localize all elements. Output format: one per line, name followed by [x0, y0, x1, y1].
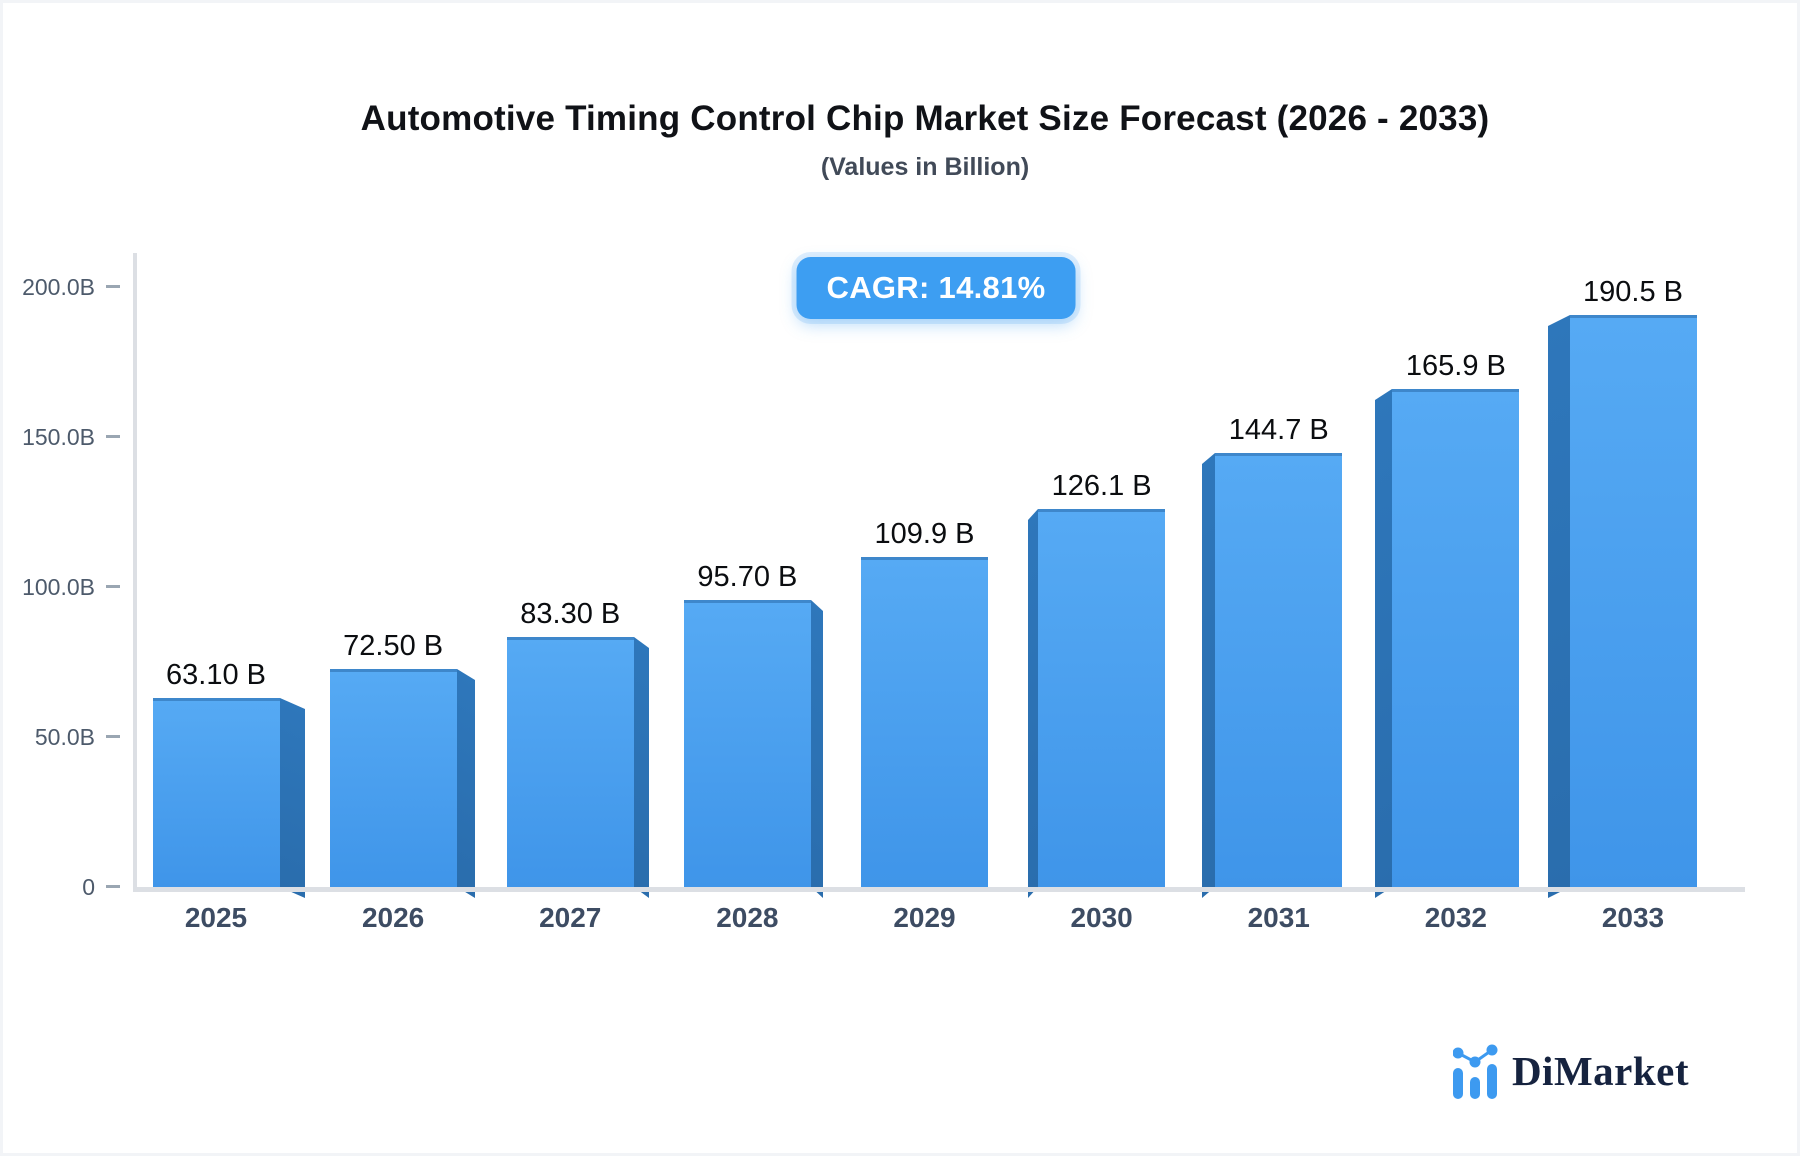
x-axis-label-2032: 2032: [1424, 902, 1488, 933]
x-axis-label-2025: 2025: [184, 902, 248, 933]
bar-2029: [861, 557, 988, 887]
bar-2033: [1570, 315, 1697, 887]
brand-name: DiMarket: [1511, 1048, 1689, 1094]
y-tick-mark: [106, 435, 120, 438]
brand-logo: DiMarket: [1452, 1043, 1689, 1099]
bar-2027: [507, 637, 634, 887]
bar-side-2030: [1028, 509, 1038, 898]
bar-2031: [1215, 453, 1342, 887]
bar-2025: [153, 698, 280, 887]
bar-value-label: 63.10 B: [166, 659, 266, 691]
mini-bar-line-chart-icon: [1452, 1044, 1498, 1099]
y-tick-label: 50.0B: [34, 724, 95, 750]
y-tick-mark: [106, 585, 120, 588]
x-axis-label-2029: 2029: [893, 902, 956, 933]
y-tick-label: 100.0B: [22, 574, 95, 600]
chart-subtitle: (Values in Billion): [820, 153, 1030, 181]
bar-value-label: 72.50 B: [343, 630, 444, 662]
bar-value-label: 126.1 B: [1051, 470, 1152, 502]
bar-value-label: 190.5 B: [1583, 276, 1683, 308]
bar-side-2033: [1548, 315, 1570, 898]
bar-value-label: 109.9 B: [874, 518, 975, 550]
x-axis-label-2027: 2027: [539, 902, 602, 933]
bar-2026: [330, 669, 457, 887]
chart-title: Automotive Timing Control Chip Market Si…: [360, 99, 1490, 138]
bar-2028: [684, 600, 811, 887]
x-axis-label-2033: 2033: [1601, 902, 1665, 933]
y-tick-mark: [106, 885, 120, 888]
x-axis-label-2030: 2030: [1070, 902, 1133, 933]
bar-2032: [1392, 389, 1519, 887]
bar-side-2025: [280, 698, 305, 898]
bar-value-label: 144.7 B: [1228, 414, 1329, 446]
bar-value-label: 83.30 B: [520, 598, 621, 630]
bar-side-2026: [457, 669, 475, 898]
bar-value-label: 165.9 B: [1405, 350, 1506, 382]
y-axis-line: [133, 253, 137, 892]
y-tick-mark: [106, 285, 120, 288]
y-tick-label: 150.0B: [22, 424, 95, 450]
x-axis-baseline: [133, 887, 1745, 892]
cagr-badge: CAGR: 14.81%: [796, 257, 1076, 319]
bar-2030: [1038, 509, 1165, 887]
bar-side-2032: [1375, 389, 1392, 898]
bar-value-label: 95.70 B: [697, 561, 798, 593]
y-tick-label: 200.0B: [22, 274, 95, 300]
y-tick-mark: [106, 735, 120, 738]
x-axis-label-2026: 2026: [361, 902, 425, 933]
bar-side-2028: [811, 600, 823, 898]
x-axis-label-2031: 2031: [1247, 902, 1310, 933]
bar-side-2027: [634, 637, 649, 898]
y-tick-label: 0: [82, 874, 95, 900]
bar-side-2031: [1202, 453, 1215, 898]
chart-header: Automotive Timing Control Chip Market Si…: [58, 99, 1792, 182]
x-axis-label-2028: 2028: [716, 902, 779, 933]
